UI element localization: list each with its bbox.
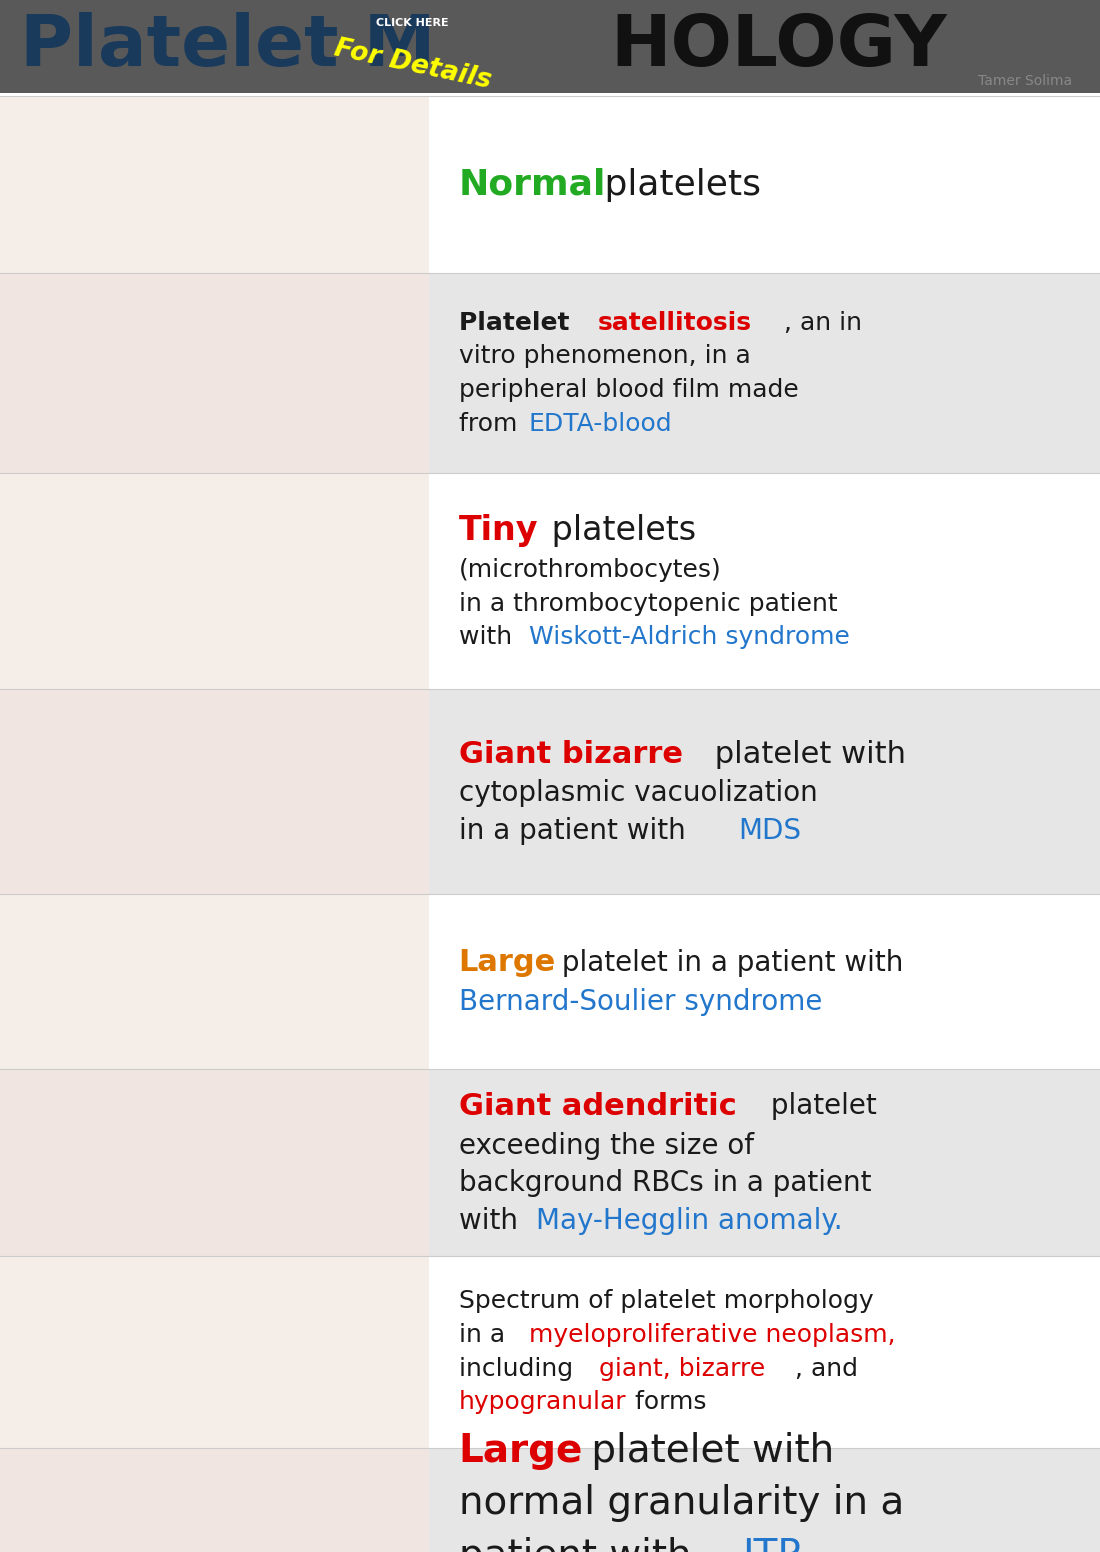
Text: background RBCs in a patient: background RBCs in a patient (459, 1169, 871, 1197)
Text: Tiny: Tiny (459, 514, 538, 548)
Bar (0, 1256, 1100, 1448)
Text: cytoplasmic vacuolization: cytoplasmic vacuolization (459, 779, 817, 807)
Bar (0, 273, 1100, 473)
Bar (0, 473, 1100, 689)
Bar (0, 96, 1100, 273)
Text: Spectrum of platelet morphology: Spectrum of platelet morphology (459, 1290, 873, 1313)
Text: Platelet: Platelet (459, 310, 578, 335)
Text: May-Hegglin anomaly.: May-Hegglin anomaly. (537, 1206, 843, 1234)
Text: EDTA-blood: EDTA-blood (529, 411, 672, 436)
Text: Bernard-Soulier syndrome: Bernard-Soulier syndrome (459, 989, 822, 1017)
Text: Large: Large (459, 1431, 583, 1470)
Bar (0, 894, 1100, 1069)
Bar (0, 1256, 429, 1448)
Text: Large: Large (459, 948, 556, 978)
Text: HOLOGY: HOLOGY (610, 12, 947, 81)
Text: platelet in a patient with: platelet in a patient with (553, 948, 904, 976)
Text: exceeding the size of: exceeding the size of (459, 1131, 754, 1159)
Text: CLICK HERE: CLICK HERE (376, 19, 449, 28)
Text: platelets: platelets (593, 168, 761, 202)
Text: MDS: MDS (739, 816, 802, 844)
Text: Normal: Normal (459, 168, 606, 202)
Bar (0, 473, 429, 689)
Text: forms: forms (627, 1391, 706, 1414)
Bar (0, 273, 429, 473)
Text: peripheral blood film made: peripheral blood film made (459, 379, 799, 402)
Bar (0, 894, 429, 1069)
Text: Platelet M: Platelet M (20, 12, 436, 81)
Text: Giant bizarre: Giant bizarre (459, 739, 683, 768)
Bar (0, 1448, 429, 1552)
Text: Wiskott-Aldrich syndrome: Wiskott-Aldrich syndrome (529, 625, 849, 649)
Text: in a patient with: in a patient with (459, 816, 694, 844)
Text: , an in: , an in (784, 310, 862, 335)
Text: giant, bizarre: giant, bizarre (598, 1356, 764, 1381)
Text: satellitosis: satellitosis (598, 310, 752, 335)
Text: platelet with: platelet with (705, 739, 906, 768)
Text: patient with: patient with (459, 1536, 704, 1552)
Bar (0, 689, 1100, 894)
Bar (0, 689, 429, 894)
Text: Tamer Solima: Tamer Solima (978, 74, 1072, 88)
Text: myeloproliferative neoplasm,: myeloproliferative neoplasm, (529, 1322, 895, 1347)
Text: hypogranular: hypogranular (459, 1391, 626, 1414)
Text: platelets: platelets (541, 514, 696, 548)
Text: ITP: ITP (741, 1536, 801, 1552)
Text: For Details: For Details (331, 36, 494, 95)
Text: including: including (459, 1356, 581, 1381)
Text: vitro phenomenon, in a: vitro phenomenon, in a (459, 345, 750, 368)
Text: with: with (459, 1206, 527, 1234)
Text: Giant adendritic: Giant adendritic (459, 1091, 737, 1121)
Bar (0, 1448, 1100, 1552)
Bar (0, 1069, 429, 1256)
Text: in a thrombocytopenic patient: in a thrombocytopenic patient (459, 591, 837, 616)
Text: platelet: platelet (762, 1093, 877, 1121)
Text: normal granularity in a: normal granularity in a (459, 1484, 904, 1523)
Text: from: from (459, 411, 525, 436)
Bar (0, 0, 1100, 93)
Text: (microthrombocytes): (microthrombocytes) (459, 559, 722, 582)
Bar (0, 96, 429, 273)
Text: platelet with: platelet with (580, 1431, 835, 1470)
Text: in a: in a (459, 1322, 513, 1347)
Text: with: with (459, 625, 520, 649)
Text: , and: , and (794, 1356, 858, 1381)
Bar (0, 1069, 1100, 1256)
